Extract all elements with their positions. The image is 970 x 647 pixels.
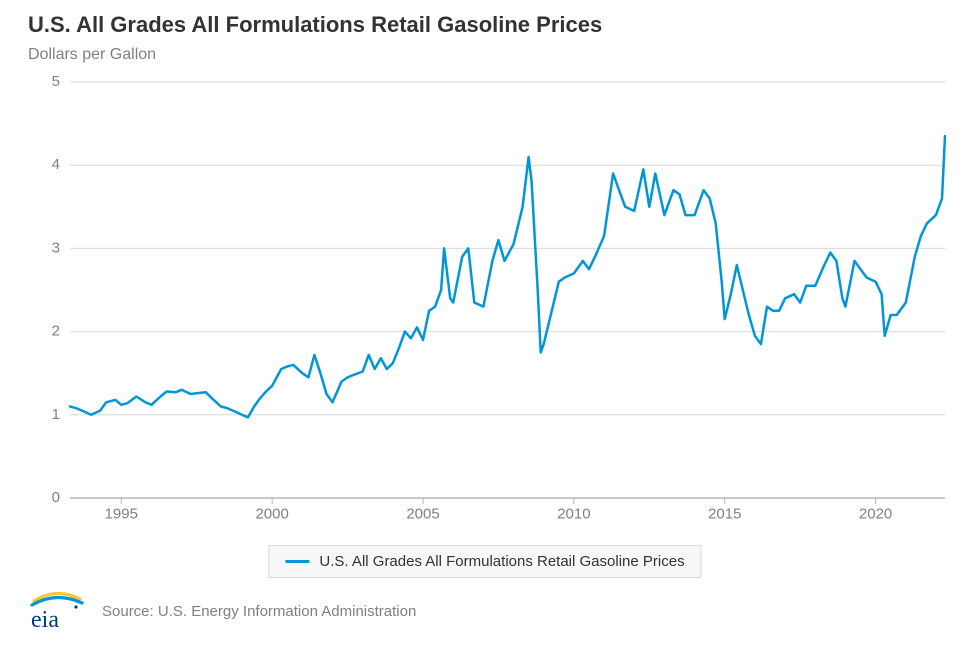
svg-text:2010: 2010 <box>557 505 590 522</box>
svg-text:4: 4 <box>52 156 60 173</box>
gridlines <box>70 82 945 498</box>
svg-text:eia: eia <box>31 607 59 631</box>
svg-text:2000: 2000 <box>255 505 288 522</box>
svg-text:5: 5 <box>52 73 60 90</box>
svg-text:1995: 1995 <box>105 505 138 522</box>
svg-text:2005: 2005 <box>406 505 439 522</box>
plot-area: 012345 199520002005201020152020 <box>50 78 945 518</box>
svg-text:2: 2 <box>52 323 60 340</box>
legend-label: U.S. All Grades All Formulations Retail … <box>319 553 684 570</box>
y-ticks: 0 1 2 3 4 5 <box>52 73 60 506</box>
svg-text:1: 1 <box>52 406 60 423</box>
chart-title: U.S. All Grades All Formulations Retail … <box>28 12 602 38</box>
chart-svg: 012345 199520002005201020152020 <box>50 78 945 518</box>
x-ticks: 1995 2000 2005 2010 2015 2020 <box>105 498 893 522</box>
svg-text:2020: 2020 <box>859 505 892 522</box>
legend: U.S. All Grades All Formulations Retail … <box>268 545 701 578</box>
footer: eia Source: U.S. Energy Information Admi… <box>28 591 416 631</box>
svg-text:3: 3 <box>52 239 60 256</box>
svg-text:0: 0 <box>52 489 60 506</box>
eia-logo: eia <box>28 591 84 631</box>
chart-container: U.S. All Grades All Formulations Retail … <box>0 0 970 647</box>
svg-text:2015: 2015 <box>708 505 741 522</box>
y-axis-label: Dollars per Gallon <box>28 46 156 64</box>
price-series-line <box>70 136 945 417</box>
legend-swatch <box>285 560 309 563</box>
source-text: Source: U.S. Energy Information Administ… <box>102 603 416 620</box>
